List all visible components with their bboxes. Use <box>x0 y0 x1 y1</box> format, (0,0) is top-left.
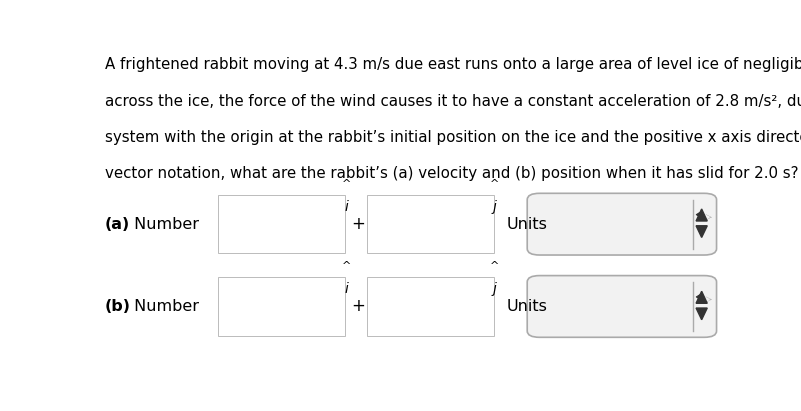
Polygon shape <box>696 209 707 221</box>
FancyBboxPatch shape <box>218 277 345 336</box>
FancyBboxPatch shape <box>218 195 345 254</box>
Text: ^: ^ <box>489 178 499 189</box>
FancyBboxPatch shape <box>367 277 494 336</box>
Text: vector notation, what are the rabbit’s (a) velocity and (b) position when it has: vector notation, what are the rabbit’s (… <box>105 166 799 181</box>
Text: ^: ^ <box>342 178 352 189</box>
Text: Units: Units <box>507 217 548 232</box>
Polygon shape <box>696 308 707 320</box>
Text: j: j <box>493 200 497 214</box>
Text: (a): (a) <box>105 217 131 232</box>
Text: i: i <box>344 282 348 296</box>
Text: (b): (b) <box>105 299 131 314</box>
FancyBboxPatch shape <box>367 195 494 254</box>
Text: A frightened rabbit moving at 4.3 m/s due east runs onto a large area of level i: A frightened rabbit moving at 4.3 m/s du… <box>105 57 801 72</box>
Polygon shape <box>696 291 707 303</box>
Text: i: i <box>344 200 348 214</box>
Text: +: + <box>351 298 364 316</box>
FancyBboxPatch shape <box>527 276 717 337</box>
Text: across the ice, the force of the wind causes it to have a constant acceleration : across the ice, the force of the wind ca… <box>105 94 801 109</box>
Text: Units: Units <box>507 299 548 314</box>
Text: Number: Number <box>129 217 199 232</box>
Text: j: j <box>493 282 497 296</box>
Text: ^: ^ <box>342 261 352 271</box>
Polygon shape <box>696 226 707 238</box>
Text: ^: ^ <box>489 261 499 271</box>
Text: +: + <box>351 215 364 233</box>
Text: Number: Number <box>129 299 199 314</box>
Text: system with the origin at the rabbit’s initial position on the ice and the posit: system with the origin at the rabbit’s i… <box>105 130 801 145</box>
FancyBboxPatch shape <box>527 193 717 255</box>
